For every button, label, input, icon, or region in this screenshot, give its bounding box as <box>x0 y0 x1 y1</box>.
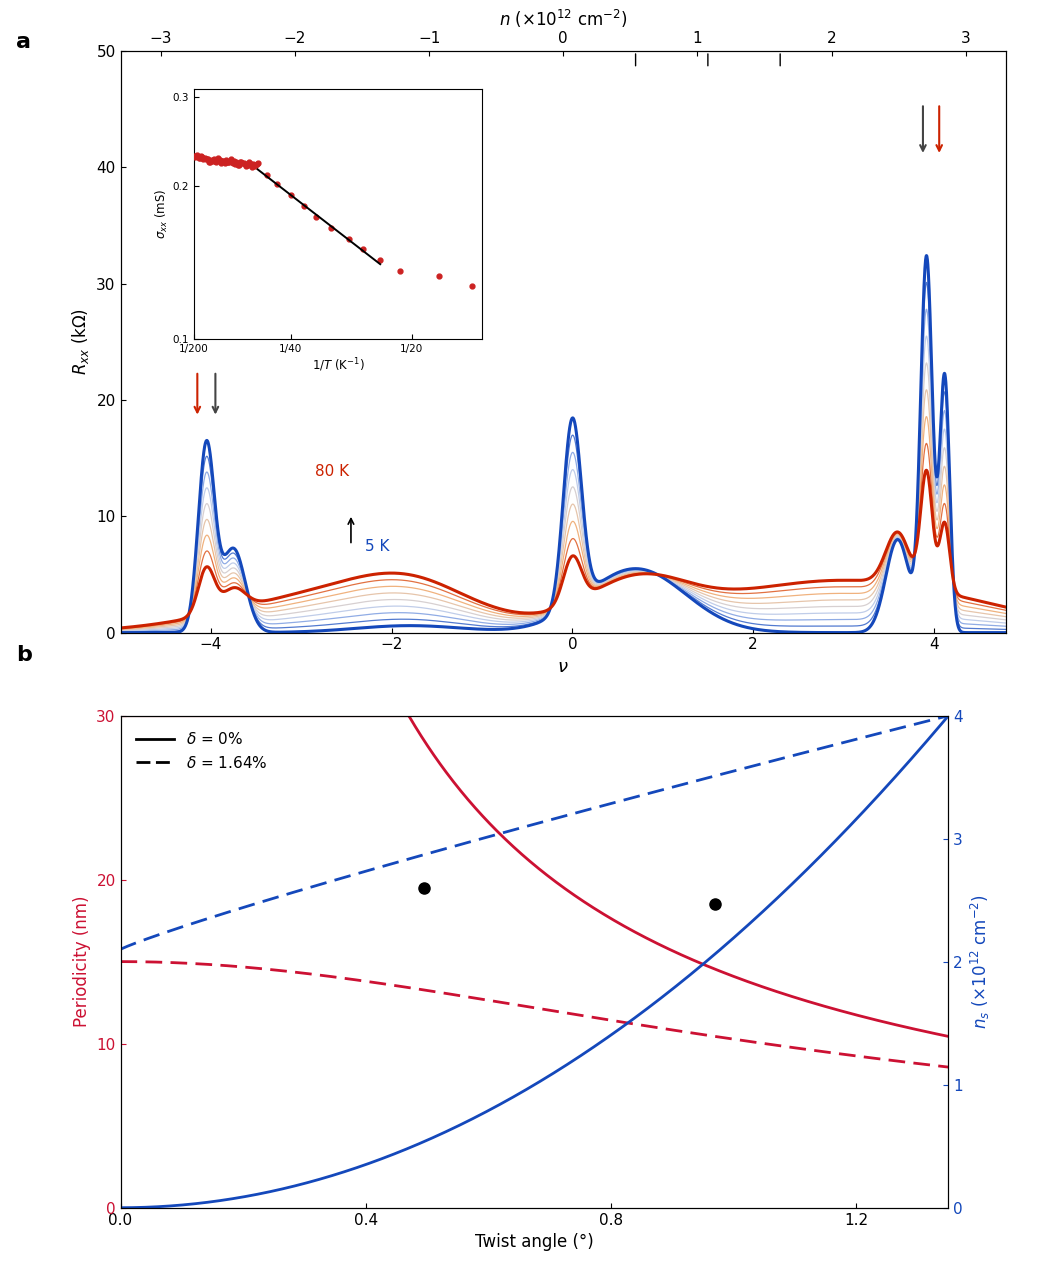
X-axis label: $1/T$ (K$^{-1}$): $1/T$ (K$^{-1}$) <box>311 357 365 374</box>
X-axis label: $\nu$: $\nu$ <box>558 658 569 676</box>
Y-axis label: Periodicity (nm): Periodicity (nm) <box>72 896 91 1028</box>
Legend: $\delta$ = 0%, $\delta$ = 1.64%: $\delta$ = 0%, $\delta$ = 1.64% <box>128 723 276 778</box>
X-axis label: Twist angle (°): Twist angle (°) <box>475 1233 594 1251</box>
Text: b: b <box>16 645 31 666</box>
Y-axis label: $\sigma_{xx}$ (mS): $\sigma_{xx}$ (mS) <box>154 189 170 239</box>
Y-axis label: $R_{xx}$ (k$\Omega$): $R_{xx}$ (k$\Omega$) <box>70 308 91 376</box>
Text: a: a <box>16 32 30 52</box>
Text: 5 K: 5 K <box>365 539 389 555</box>
Y-axis label: $n_s$ ($\times$10$^{12}$ cm$^{-2}$): $n_s$ ($\times$10$^{12}$ cm$^{-2}$) <box>968 895 991 1029</box>
Text: 80 K: 80 K <box>314 464 349 478</box>
X-axis label: $n$ ($\times$10$^{12}$ cm$^{-2}$): $n$ ($\times$10$^{12}$ cm$^{-2}$) <box>499 8 628 29</box>
